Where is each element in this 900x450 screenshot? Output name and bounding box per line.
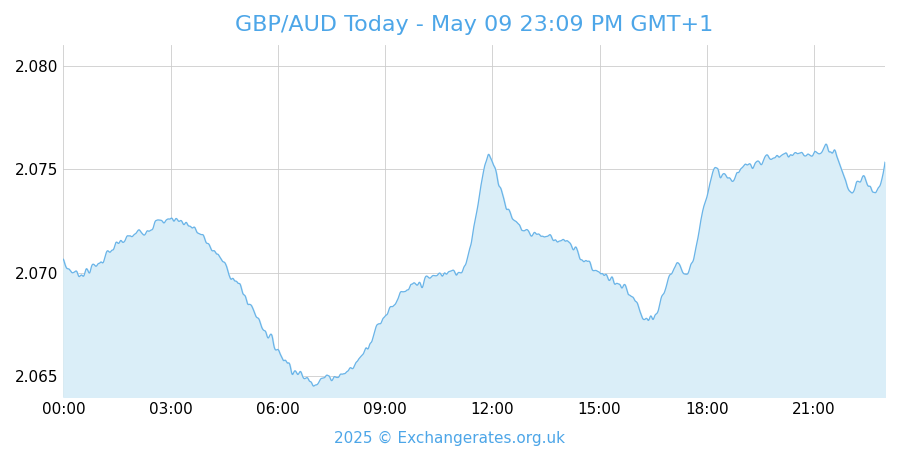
- Text: 2025 © Exchangerates.org.uk: 2025 © Exchangerates.org.uk: [335, 431, 565, 446]
- Title: GBP/AUD Today - May 09 23:09 PM GMT+1: GBP/AUD Today - May 09 23:09 PM GMT+1: [235, 15, 714, 35]
